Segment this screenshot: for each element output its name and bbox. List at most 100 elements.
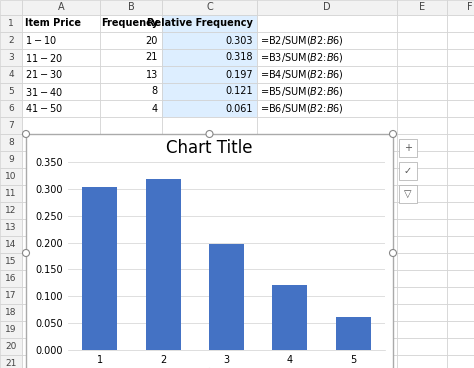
Bar (22, 15, 100, 32)
Bar (397, 100, 447, 117)
Text: 17: 17 (5, 291, 17, 300)
Text: =B6/SUM($B$2:$B$6): =B6/SUM($B$2:$B$6) (260, 102, 344, 115)
Text: 4: 4 (8, 70, 14, 79)
Bar (0, 134, 22, 151)
Bar (336, 317, 371, 350)
Bar (397, 321, 447, 338)
Bar (100, 287, 162, 304)
Bar (22, 83, 100, 100)
Bar (100, 134, 162, 151)
Bar (397, 355, 447, 368)
Text: 21: 21 (146, 53, 158, 63)
Bar (162, 32, 257, 49)
Bar (146, 179, 181, 350)
Bar (162, 304, 257, 321)
Text: B: B (128, 3, 134, 13)
Text: 2: 2 (8, 36, 14, 45)
Bar (397, 151, 447, 168)
Bar (257, 287, 397, 304)
Bar (257, 117, 397, 134)
Bar (162, 270, 257, 287)
Bar (257, 270, 397, 287)
Bar (447, 185, 474, 202)
Bar (399, 139, 417, 157)
Bar (100, 219, 162, 236)
Bar (162, 236, 257, 253)
Bar (397, 168, 447, 185)
Bar (0, 117, 22, 134)
Text: Frequency: Frequency (101, 18, 158, 28)
Bar (22, 185, 100, 202)
Bar (22, 151, 100, 168)
Bar (162, 202, 257, 219)
Bar (162, 253, 257, 270)
Bar (162, 66, 257, 83)
Bar (397, 270, 447, 287)
Bar (257, 219, 397, 236)
Bar (397, 219, 447, 236)
Bar (162, 0, 257, 15)
Circle shape (206, 131, 213, 138)
Bar (257, 100, 397, 117)
Bar (100, 15, 162, 32)
Text: 15: 15 (5, 257, 17, 266)
Bar (22, 134, 100, 151)
Bar (447, 287, 474, 304)
Bar (100, 321, 162, 338)
Bar (0, 49, 22, 66)
Bar (397, 15, 447, 32)
Bar (100, 83, 162, 100)
Text: $1 - $10: $1 - $10 (25, 35, 57, 46)
Bar (257, 0, 397, 15)
Bar (26, 134, 393, 368)
Text: 6: 6 (8, 104, 14, 113)
Bar (0, 355, 22, 368)
Text: 0.197: 0.197 (225, 70, 253, 79)
Bar (397, 117, 447, 134)
Bar (257, 202, 397, 219)
Circle shape (22, 131, 29, 138)
Bar (162, 49, 257, 66)
Bar (0, 287, 22, 304)
Bar (257, 32, 397, 49)
Bar (447, 0, 474, 15)
Text: 0.121: 0.121 (225, 86, 253, 96)
Bar (397, 287, 447, 304)
Bar (257, 134, 397, 151)
Text: E: E (419, 3, 425, 13)
Bar (162, 83, 257, 100)
Bar (397, 0, 447, 15)
Bar (0, 321, 22, 338)
Bar (0, 338, 22, 355)
Bar (399, 162, 417, 180)
Bar (162, 168, 257, 185)
Bar (257, 355, 397, 368)
Bar (22, 100, 100, 117)
Bar (447, 304, 474, 321)
Text: $41 - $50: $41 - $50 (25, 103, 63, 114)
Bar (22, 117, 100, 134)
Bar (0, 15, 22, 32)
Bar (100, 236, 162, 253)
Bar (22, 338, 100, 355)
Text: 10: 10 (5, 172, 17, 181)
Bar (0, 253, 22, 270)
Bar (22, 66, 100, 83)
Bar (273, 285, 307, 350)
Bar (257, 185, 397, 202)
Bar (82, 187, 117, 350)
Bar (257, 83, 397, 100)
Bar (162, 117, 257, 134)
Text: 20: 20 (5, 342, 17, 351)
Text: 5: 5 (8, 87, 14, 96)
Bar (447, 151, 474, 168)
Bar (22, 219, 100, 236)
Bar (447, 66, 474, 83)
Bar (22, 321, 100, 338)
Bar (397, 338, 447, 355)
Bar (100, 253, 162, 270)
Text: $11 - $20: $11 - $20 (25, 52, 63, 64)
Bar (22, 168, 100, 185)
Bar (0, 83, 22, 100)
Text: Item Price: Item Price (25, 18, 81, 28)
